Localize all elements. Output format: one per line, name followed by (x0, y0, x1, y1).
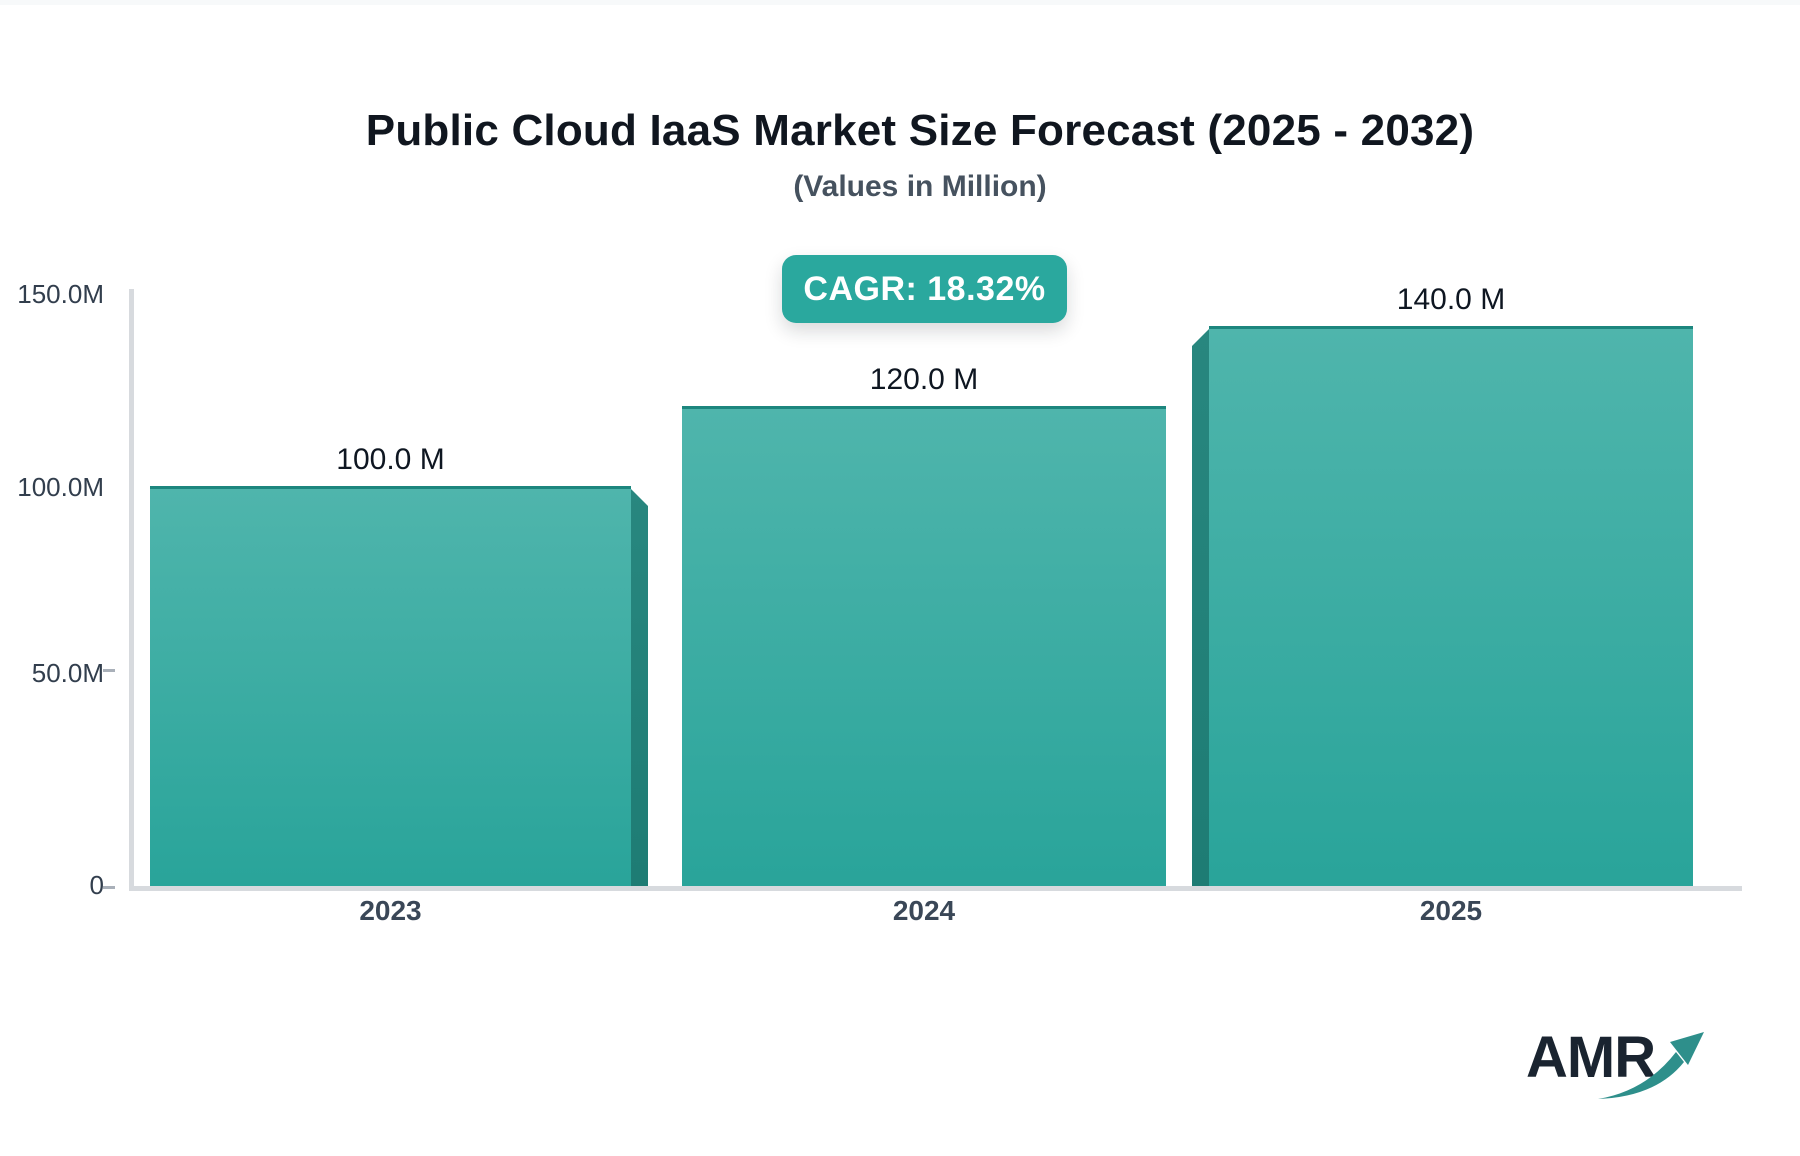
x-axis-line (129, 886, 1742, 891)
bar-value-label-2024: 120.0 M (869, 363, 979, 396)
amr-logo: AMR (1526, 1024, 1716, 1114)
bar-3d-side-right (631, 489, 648, 886)
bar-group-2025: 140.0 M 2025 (1192, 283, 1693, 926)
y-tick-label-100: 100.0M (17, 472, 104, 502)
chart-subtitle: (Values in Million) (793, 170, 1047, 203)
y-tick-label-0: 0 (89, 870, 104, 900)
x-axis-label-2023: 2023 (359, 895, 422, 926)
cagr-badge: CAGR: 18.32% (782, 255, 1067, 323)
page-top-border (0, 0, 1800, 5)
bar-3d-side-left (1192, 329, 1209, 886)
x-axis-label-2025: 2025 (1419, 895, 1483, 926)
amr-logo-text: AMR (1526, 1025, 1656, 1090)
y-tick-label-50: 50.0M (31, 658, 104, 688)
bar-value-label-2025: 140.0 M (1396, 283, 1506, 316)
y-tick-mark-0 (103, 886, 115, 889)
bar-group-2023: 100.0 M 2023 (150, 443, 648, 926)
y-tick-mark-50 (103, 669, 115, 672)
x-axis-label-2024: 2024 (892, 895, 956, 926)
bar-2025 (1192, 326, 1693, 886)
amr-logo-arrow-icon (1598, 1032, 1704, 1099)
y-axis-line (129, 289, 134, 891)
bar-2023 (150, 486, 648, 886)
bar-2024 (682, 406, 1166, 886)
chart-title: Public Cloud IaaS Market Size Forecast (… (365, 106, 1475, 155)
y-tick-label-150: 150.0M (17, 279, 104, 309)
bar-value-label-2023: 100.0 M (336, 443, 445, 476)
bar-group-2024: 120.0 M 2024 (682, 363, 1166, 926)
